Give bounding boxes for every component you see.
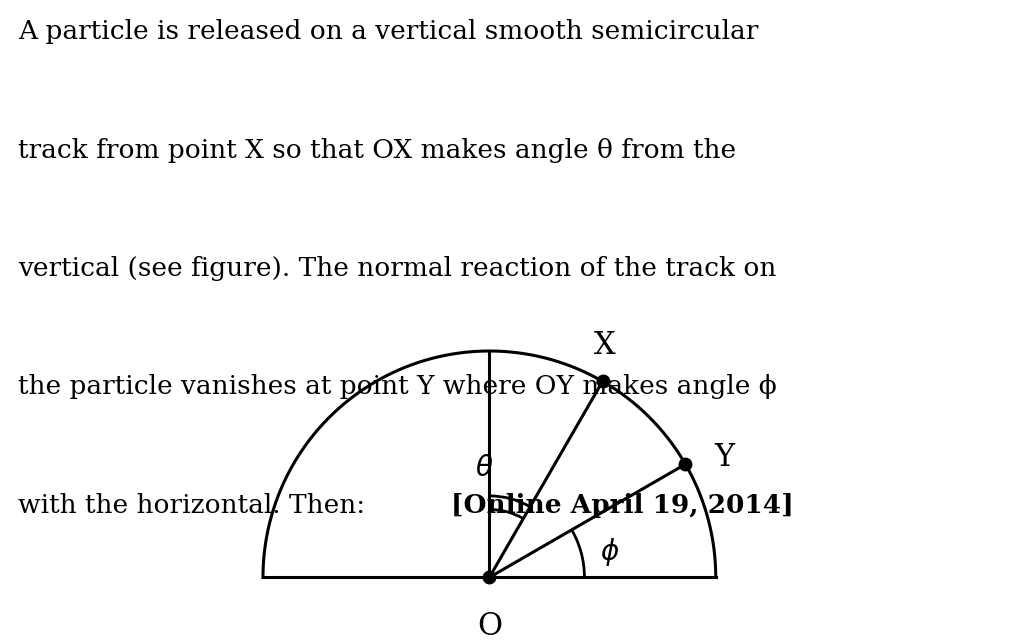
Text: Y: Y (715, 442, 735, 473)
Text: X: X (594, 330, 615, 361)
Text: the particle vanishes at point Y where OY makes angle ϕ: the particle vanishes at point Y where O… (18, 374, 777, 399)
Text: with the horizontal. Then:: with the horizontal. Then: (18, 493, 366, 518)
Text: O: O (477, 611, 502, 640)
Text: $\theta$: $\theta$ (475, 454, 494, 481)
Text: vertical (see figure). The normal reaction of the track on: vertical (see figure). The normal reacti… (18, 256, 777, 281)
Text: [Online April 19, 2014]: [Online April 19, 2014] (451, 493, 794, 518)
Text: A particle is released on a vertical smooth semicircular: A particle is released on a vertical smo… (18, 19, 759, 44)
Text: track from point X so that OX makes angle θ from the: track from point X so that OX makes angl… (18, 138, 736, 163)
Text: $\phi$: $\phi$ (600, 536, 620, 568)
